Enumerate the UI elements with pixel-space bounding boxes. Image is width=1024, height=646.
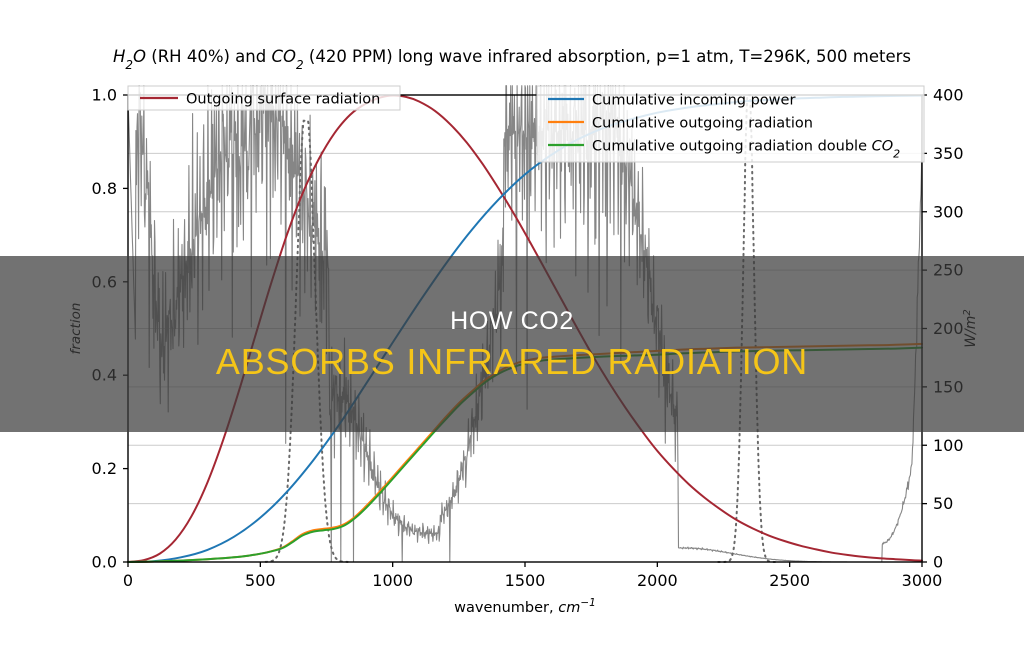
y-left-tick-label: 0.0 [92,553,117,572]
chart-title: H2O (RH 40%) and CO2 (420 PPM) long wave… [113,47,911,72]
x-axis-ticks: 0 500 1000 1500 2000 2500 3000 [123,562,942,590]
y-right-tick-label: 100 [933,436,964,455]
y-right-tick-label: 0 [933,553,943,572]
y-axis-left-title: fraction [68,303,84,355]
y-right-tick-label: 150 [933,377,964,396]
legend-label-cumulative_incoming: Cumulative incoming power [592,93,795,109]
x-tick-label: 1000 [372,571,413,590]
x-tick-label: 3000 [902,571,943,590]
x-tick-label: 500 [245,571,276,590]
chart-legend: Outgoing surface radiation Cumulative inc… [127,85,925,163]
y-right-tick-label: 400 [933,86,964,105]
svg-text:H2O (RH 40%) and CO2 (420 PPM): H2O (RH 40%) and CO2 (420 PPM) long wave… [113,47,911,72]
x-tick-label: 2500 [769,571,810,590]
y-left-tick-label: 0.6 [92,272,117,291]
x-axis-title: wavenumber, cm−1 [454,597,596,616]
y-left-tick-label: 1.0 [92,86,117,105]
y-right-tick-label: 50 [933,494,953,513]
legend-label-outgoing-surface: Outgoing surface radiation [186,92,380,108]
x-tick-label: 1500 [505,571,546,590]
x-tick-label: 2000 [637,571,678,590]
legend-box-right [536,85,925,163]
y-left-tick-label: 0.4 [92,366,117,385]
legend-label-cumulative_outgoing_double_co2: Cumulative outgoing radiation double CO2 [592,139,900,161]
x-tick-label: 0 [123,571,133,590]
y-right-tick-label: 200 [933,319,964,338]
legend-label-cumulative_outgoing: Cumulative outgoing radiation [592,116,813,132]
y-left-tick-label: 0.2 [92,459,117,478]
y-left-tick-label: 0.8 [92,179,117,198]
co2-absorption-band [264,119,349,563]
y-right-tick-label: 250 [933,261,964,280]
y-right-tick-label: 350 [933,144,964,163]
y-right-tick-label: 300 [933,202,964,221]
